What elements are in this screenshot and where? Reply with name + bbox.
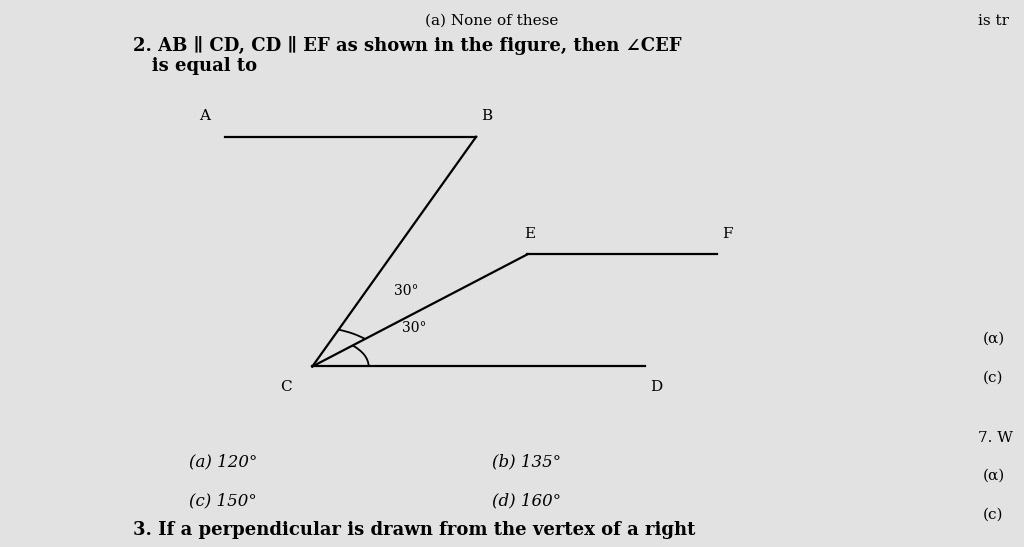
Text: D: D: [650, 380, 663, 394]
Text: (a) 120°: (a) 120°: [189, 453, 258, 471]
Text: (c) 150°: (c) 150°: [189, 492, 257, 509]
Text: (d) 160°: (d) 160°: [492, 492, 561, 509]
Text: F: F: [722, 226, 732, 241]
Text: 3. If a perpendicular is drawn from the vertex of a right: 3. If a perpendicular is drawn from the …: [133, 521, 695, 539]
Text: is tr: is tr: [978, 14, 1009, 28]
Text: (α): (α): [983, 332, 1006, 346]
Text: (α): (α): [983, 469, 1006, 483]
Text: 30°: 30°: [394, 284, 419, 298]
Text: (c): (c): [983, 507, 1004, 521]
Text: 30°: 30°: [402, 321, 427, 335]
Text: (c): (c): [983, 370, 1004, 385]
Text: (a) None of these: (a) None of these: [425, 14, 558, 28]
Text: (b) 135°: (b) 135°: [492, 453, 561, 471]
Text: 7. W: 7. W: [978, 430, 1013, 445]
Text: C: C: [281, 380, 292, 394]
Text: 2. AB ∥ CD, CD ∥ EF as shown in the figure, then ∠CEF
   is equal to: 2. AB ∥ CD, CD ∥ EF as shown in the figu…: [133, 36, 682, 75]
Text: B: B: [481, 109, 493, 123]
Text: A: A: [199, 109, 210, 123]
Text: E: E: [524, 226, 536, 241]
